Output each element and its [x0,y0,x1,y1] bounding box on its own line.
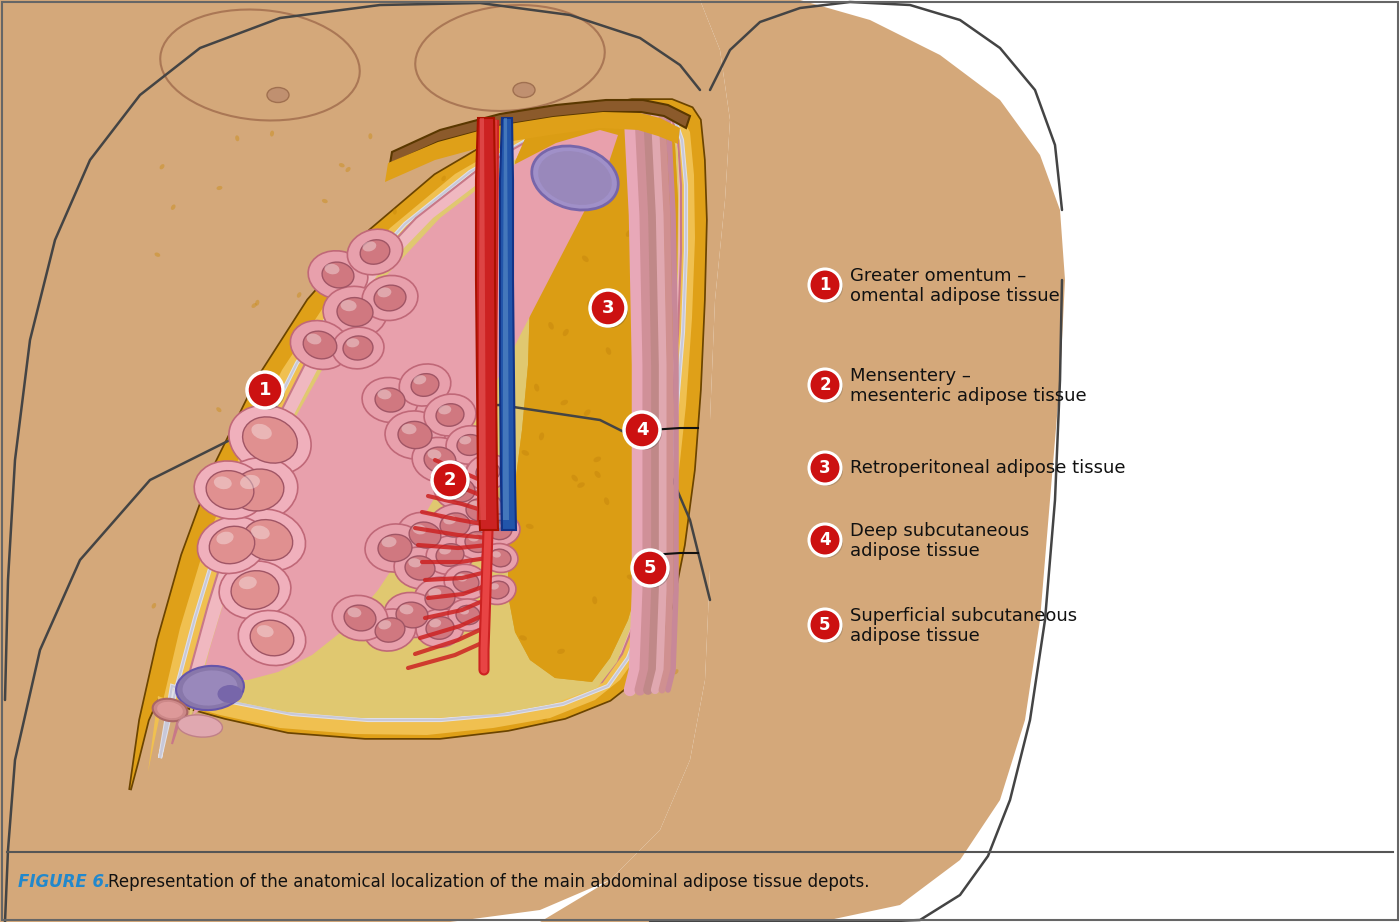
Ellipse shape [606,348,612,355]
Ellipse shape [252,424,272,440]
Ellipse shape [637,553,643,561]
Ellipse shape [658,680,662,685]
Ellipse shape [267,457,273,461]
Ellipse shape [489,625,493,632]
Ellipse shape [347,230,403,275]
Ellipse shape [603,497,609,505]
Polygon shape [130,100,706,790]
Ellipse shape [412,373,438,396]
Ellipse shape [214,477,232,490]
Polygon shape [540,0,1065,922]
Ellipse shape [458,216,465,219]
Ellipse shape [809,452,841,484]
Ellipse shape [428,588,441,597]
Ellipse shape [522,450,529,455]
Polygon shape [148,106,694,772]
Ellipse shape [533,384,539,392]
Ellipse shape [363,621,368,625]
Ellipse shape [438,405,451,414]
Ellipse shape [620,670,624,676]
Ellipse shape [489,520,512,539]
Ellipse shape [442,601,448,607]
Ellipse shape [398,421,433,449]
Ellipse shape [640,563,647,570]
Ellipse shape [216,408,221,412]
Text: adipose tissue: adipose tissue [850,542,980,560]
Ellipse shape [554,176,560,180]
Ellipse shape [636,392,641,399]
Ellipse shape [399,276,403,281]
Text: 2: 2 [819,376,830,394]
Ellipse shape [448,195,455,200]
Ellipse shape [304,331,337,359]
Ellipse shape [399,605,413,614]
Ellipse shape [365,524,426,572]
Ellipse shape [657,195,664,199]
Ellipse shape [563,160,567,165]
Ellipse shape [335,719,340,724]
Ellipse shape [160,164,165,170]
Ellipse shape [151,603,157,609]
Ellipse shape [332,596,388,641]
Ellipse shape [487,581,510,599]
Ellipse shape [638,123,643,129]
Ellipse shape [384,593,440,637]
Ellipse shape [414,577,466,619]
Ellipse shape [428,504,482,546]
Ellipse shape [563,329,568,337]
Polygon shape [172,108,680,744]
Ellipse shape [468,534,479,541]
Ellipse shape [405,556,435,580]
Ellipse shape [239,475,260,489]
Ellipse shape [231,509,305,571]
Ellipse shape [655,209,661,216]
Ellipse shape [587,505,591,511]
Ellipse shape [375,618,405,642]
Ellipse shape [456,491,504,529]
Text: 1: 1 [259,381,272,399]
Ellipse shape [574,351,580,357]
Ellipse shape [476,462,500,481]
Text: 4: 4 [636,421,648,439]
Ellipse shape [363,242,377,252]
Ellipse shape [435,544,463,566]
Ellipse shape [378,389,392,399]
Ellipse shape [379,242,384,248]
Ellipse shape [228,406,311,475]
Ellipse shape [519,635,526,641]
Ellipse shape [599,255,605,259]
Polygon shape [479,118,486,520]
Ellipse shape [199,676,203,681]
Ellipse shape [447,426,494,465]
Ellipse shape [407,698,412,703]
Ellipse shape [307,334,322,345]
Ellipse shape [643,614,647,620]
Ellipse shape [347,608,361,618]
Ellipse shape [374,285,406,311]
Ellipse shape [239,576,256,589]
Ellipse shape [409,522,441,548]
Ellipse shape [325,264,339,275]
Polygon shape [130,100,706,790]
Text: adipose tissue: adipose tissue [850,627,980,645]
Ellipse shape [206,470,253,509]
Text: Representation of the anatomical localization of the main abdominal adipose tiss: Representation of the anatomical localiz… [108,873,869,891]
Ellipse shape [228,546,232,551]
Ellipse shape [176,666,244,710]
Ellipse shape [633,192,638,199]
Ellipse shape [217,186,223,190]
Ellipse shape [378,288,392,298]
Text: 3: 3 [819,459,830,477]
Ellipse shape [424,447,456,473]
Ellipse shape [238,610,305,666]
Ellipse shape [445,478,475,502]
Ellipse shape [549,255,554,264]
Ellipse shape [515,474,521,479]
Ellipse shape [592,174,599,180]
Text: Retroperitoneal adipose tissue: Retroperitoneal adipose tissue [850,459,1126,477]
Ellipse shape [344,605,377,631]
Ellipse shape [157,702,183,718]
Polygon shape [503,118,510,520]
Ellipse shape [430,619,441,628]
